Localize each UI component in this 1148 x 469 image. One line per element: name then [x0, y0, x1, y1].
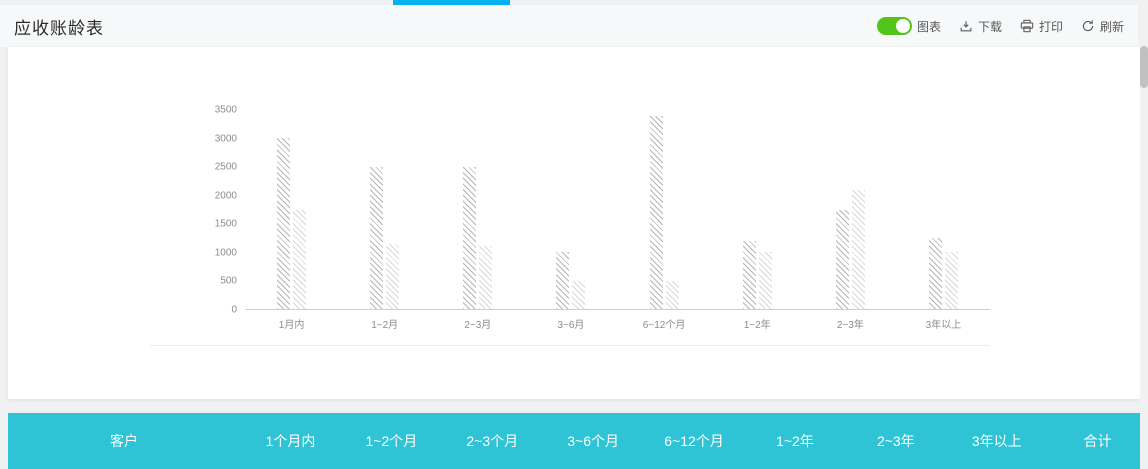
x-tick-label: 1月内 — [278, 320, 305, 331]
x-tick-label: 1~2年 — [743, 320, 771, 331]
page-title: 应收账龄表 — [14, 18, 104, 38]
table-header-cell: 6~12个月 — [664, 433, 724, 449]
download-button[interactable]: 下载 — [959, 18, 1002, 35]
refresh-label: 刷新 — [1099, 19, 1124, 34]
chart-underline — [150, 345, 990, 346]
table-header-cell: 1~2个月 — [365, 433, 418, 449]
bar-group: 1~2月 — [338, 110, 431, 331]
y-tick-label: 1500 — [214, 218, 237, 230]
y-tick-label: 0 — [231, 304, 237, 316]
refresh-button[interactable]: 刷新 — [1081, 18, 1124, 35]
x-tick-label: 6~12个月 — [642, 320, 686, 331]
bar[interactable] — [277, 138, 291, 309]
bar[interactable] — [928, 237, 942, 309]
table-header-cell: 3~6个月 — [567, 433, 620, 449]
print-icon — [1020, 19, 1034, 33]
y-tick-label: 2000 — [214, 190, 237, 202]
table-header-cell: 2~3个月 — [466, 433, 519, 449]
y-tick-label: 1000 — [214, 247, 237, 259]
page-header: 应收账龄表 图表 下载 — [0, 5, 1138, 47]
bar-group: 3年以上 — [897, 110, 990, 331]
bar[interactable] — [758, 252, 772, 309]
bar-group: 3~6月 — [524, 110, 617, 331]
download-label: 下载 — [977, 19, 1002, 34]
bar[interactable] — [370, 166, 384, 309]
y-tick-label: 500 — [220, 275, 237, 287]
chart-toggle-group: 图表 — [876, 17, 941, 35]
refresh-icon — [1081, 19, 1095, 33]
vertical-scrollbar — [1140, 0, 1148, 469]
bar[interactable] — [479, 246, 493, 309]
table-header-cell: 3年以上 — [971, 433, 1022, 449]
chart-y-axis: 3500 3000 2500 2000 1500 1000 500 0 — [192, 105, 237, 316]
bar[interactable] — [944, 252, 958, 309]
bar[interactable] — [649, 115, 663, 309]
table-header: 客户 1个月内 1~2个月 2~3个月 3~6个月 6~12个月 1~2年 2~3年 3年以上 合… — [8, 413, 1148, 469]
bar-group: 1~2年 — [711, 110, 804, 331]
bar-group: 1月内 — [245, 110, 338, 331]
scrollbar-thumb[interactable] — [1140, 46, 1148, 88]
bar[interactable] — [835, 209, 849, 309]
bar-group: 6~12个月 — [618, 110, 711, 331]
table-header-cell: 1~2年 — [776, 433, 814, 449]
chart-card: 3500 3000 2500 2000 1500 1000 500 0 1月内 1~2月 2~3月… — [8, 47, 1140, 399]
x-tick-label: 3年以上 — [925, 320, 962, 331]
chart-toggle-label: 图表 — [916, 19, 941, 34]
y-tick-label: 3500 — [214, 104, 237, 116]
bar[interactable] — [665, 280, 679, 309]
chart-plot: 1月内 1~2月 2~3月 3~6月 6~12个月 1~2年 2~3年 3年以上 — [245, 110, 990, 331]
chart-toggle-knob — [895, 19, 910, 33]
y-tick-label: 3000 — [214, 133, 237, 145]
bar[interactable] — [851, 189, 865, 309]
table-header-cell: 1个月内 — [265, 433, 316, 449]
bar[interactable] — [742, 240, 756, 309]
table-header-cell: 客户 — [110, 433, 139, 449]
chart-toggle[interactable] — [876, 17, 912, 35]
x-tick-label: 3~6月 — [557, 320, 585, 331]
loading-bar — [393, 0, 510, 5]
bar-group: 2~3月 — [431, 110, 524, 331]
y-tick-label: 2500 — [214, 161, 237, 173]
bar-group: 2~3年 — [804, 110, 897, 331]
table-header-cell: 合计 — [1083, 433, 1112, 449]
print-button[interactable]: 打印 — [1020, 18, 1063, 35]
bar[interactable] — [556, 252, 570, 309]
x-tick-label: 1~2月 — [371, 320, 399, 331]
x-tick-label: 2~3年 — [836, 320, 864, 331]
bar[interactable] — [572, 280, 586, 309]
table-header-cell: 2~3年 — [876, 433, 915, 449]
bar[interactable] — [386, 243, 400, 309]
bar[interactable] — [293, 209, 307, 309]
x-tick-label: 2~3月 — [464, 320, 492, 331]
toolbar: 图表 下载 打印 — [876, 17, 1124, 35]
bar[interactable] — [463, 166, 477, 309]
print-label: 打印 — [1038, 19, 1063, 34]
bar-chart: 3500 3000 2500 2000 1500 1000 500 0 1月内 1~2月 2~3月… — [215, 105, 990, 331]
download-icon — [959, 19, 973, 33]
